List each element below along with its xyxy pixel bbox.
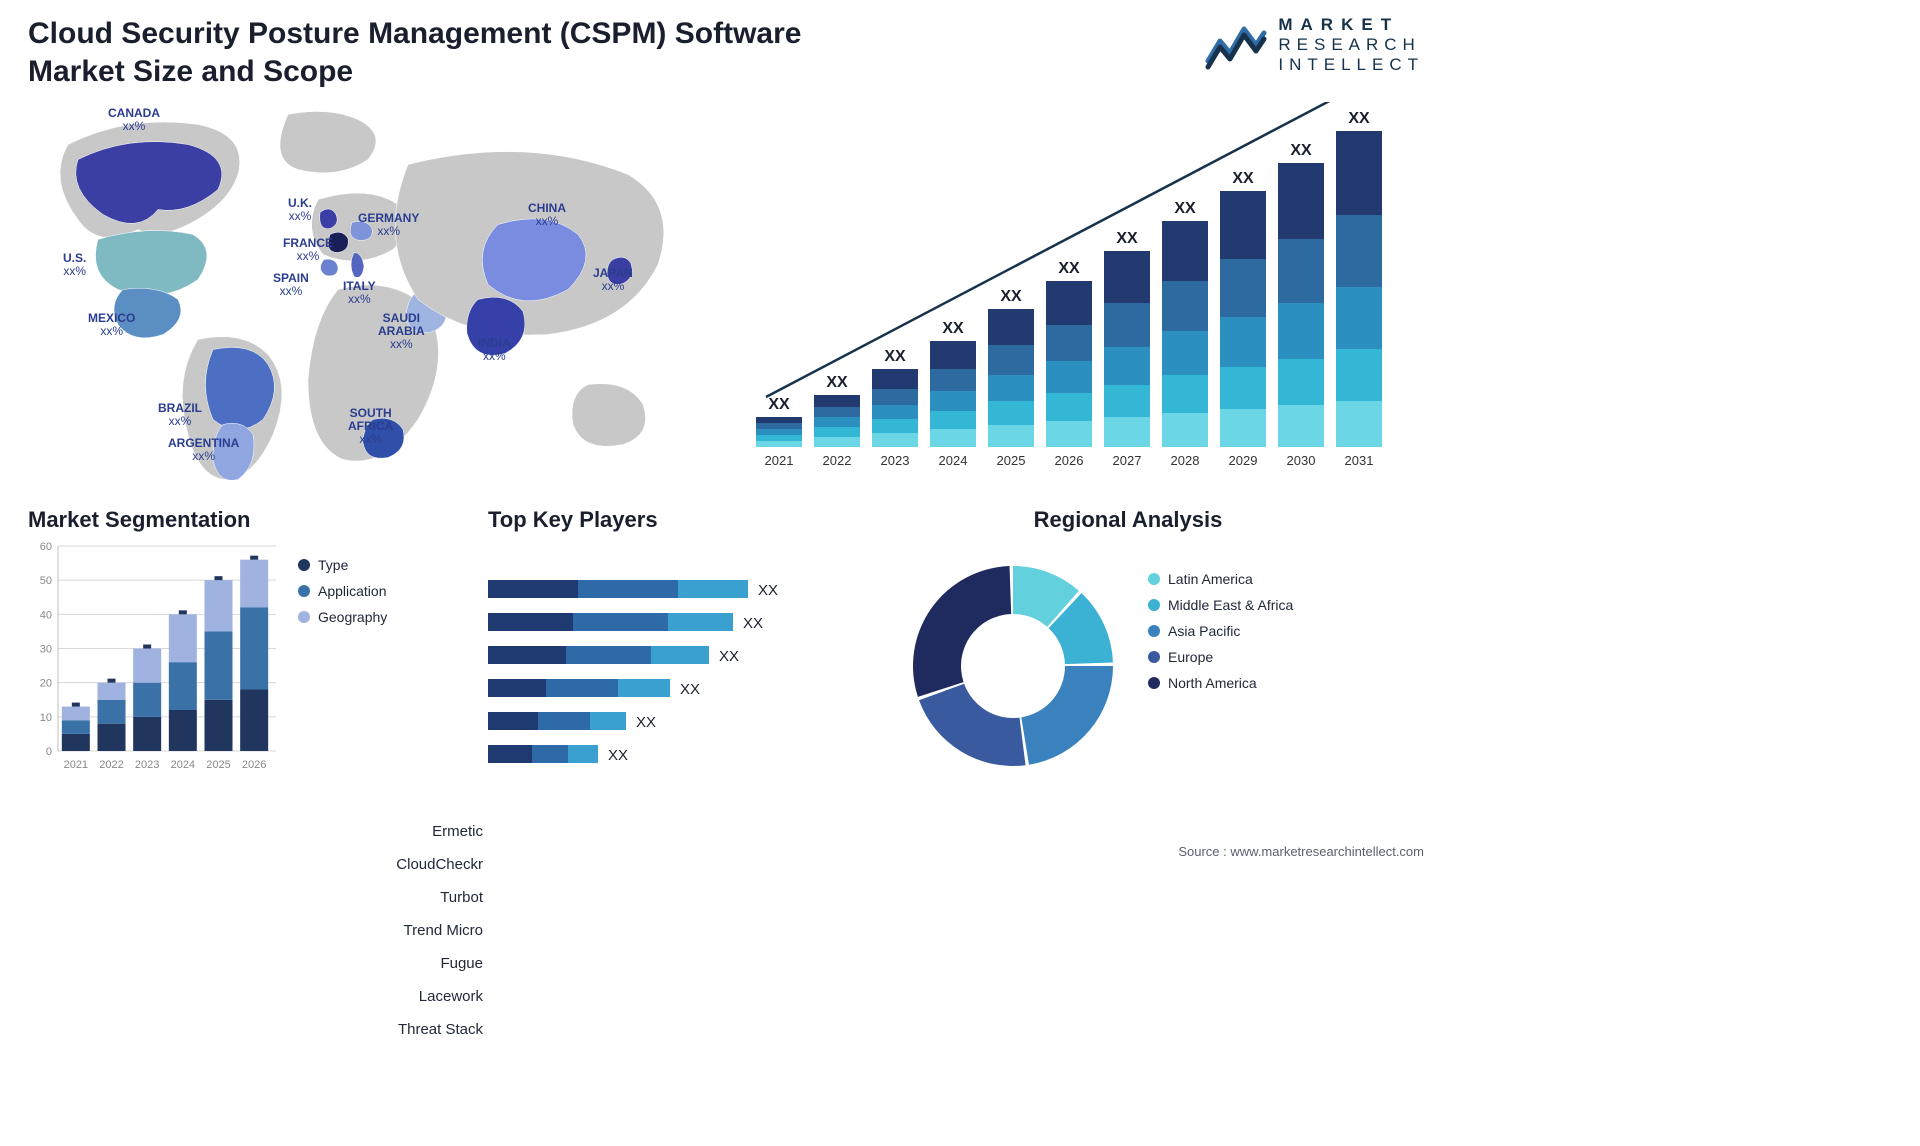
players-title: Top Key Players	[488, 507, 868, 533]
segmentation-legend: Type Application Geography	[298, 557, 387, 635]
market-size-chart: XX 2021 XX 2022 XX 2023 XX 2024 XX 2025 XX 2026 XX 20…	[738, 102, 1424, 487]
map-label: ARGENTINAxx%	[168, 437, 239, 463]
svg-text:XX: XX	[1290, 142, 1312, 159]
svg-text:2026: 2026	[1055, 453, 1084, 468]
svg-text:2024: 2024	[939, 453, 968, 468]
svg-text:2023: 2023	[881, 453, 910, 468]
map-label: GERMANYxx%	[358, 212, 419, 238]
svg-text:2022: 2022	[99, 759, 123, 771]
svg-text:XX: XX	[1232, 170, 1254, 187]
svg-text:2031: 2031	[1345, 453, 1374, 468]
svg-text:2021: 2021	[765, 453, 794, 468]
svg-text:2030: 2030	[1287, 453, 1316, 468]
svg-text:XX: XX	[1058, 260, 1080, 277]
players-panel: Top Key Players XXXXXXXXXXXX ErmeticClou…	[488, 507, 868, 787]
svg-text:XX: XX	[768, 396, 790, 413]
svg-text:2023: 2023	[135, 759, 159, 771]
svg-text:XX: XX	[1000, 288, 1022, 305]
world-map-panel: CANADAxx% U.S.xx% MEXICOxx% BRAZILxx% ARGENT…	[28, 102, 708, 487]
svg-text:XX: XX	[1174, 200, 1196, 217]
players-chart: XXXXXXXXXXXX	[488, 541, 868, 776]
svg-text:XX: XX	[884, 348, 906, 365]
legend-item: Type	[298, 557, 387, 573]
map-label: MEXICOxx%	[88, 312, 135, 338]
logo-line2: RESEARCH	[1278, 35, 1424, 55]
segmentation-title: Market Segmentation	[28, 507, 458, 533]
svg-text:10: 10	[40, 712, 52, 724]
logo-icon	[1204, 19, 1268, 71]
source-text: Source : www.marketresearchintellect.com	[1178, 844, 1424, 859]
map-label: CANADAxx%	[108, 107, 160, 133]
player-name: Fugue	[378, 955, 483, 972]
svg-text:50: 50	[40, 575, 52, 587]
legend-item: Application	[298, 583, 387, 599]
size-bar-chart: XX 2021 XX 2022 XX 2023 XX 2024 XX 2025 XX 2026 XX 20…	[738, 102, 1418, 482]
svg-text:XX: XX	[636, 714, 656, 731]
player-name: Turbot	[378, 889, 483, 906]
map-label: U.S.xx%	[63, 252, 86, 278]
player-name: Threat Stack	[378, 1021, 483, 1038]
svg-text:2022: 2022	[823, 453, 852, 468]
map-label: U.K.xx%	[288, 197, 312, 223]
svg-text:2021: 2021	[64, 759, 88, 771]
map-label: INDIAxx%	[478, 337, 511, 363]
svg-text:2027: 2027	[1113, 453, 1142, 468]
svg-text:2024: 2024	[171, 759, 195, 771]
svg-text:XX: XX	[719, 648, 739, 665]
svg-text:0: 0	[46, 746, 52, 758]
map-label: JAPANxx%	[593, 267, 633, 293]
svg-text:2025: 2025	[206, 759, 230, 771]
regional-donut	[908, 561, 1118, 771]
svg-text:XX: XX	[942, 320, 964, 337]
map-label: CHINAxx%	[528, 202, 566, 228]
logo-line3: INTELLECT	[1278, 55, 1424, 75]
page-title: Cloud Security Posture Management (CSPM)…	[28, 15, 808, 90]
legend-item: Europe	[1148, 649, 1293, 665]
player-name: CloudCheckr	[378, 856, 483, 873]
svg-text:XX: XX	[1348, 110, 1370, 127]
legend-item: Geography	[298, 609, 387, 625]
svg-text:60: 60	[40, 541, 52, 553]
segmentation-panel: Market Segmentation 0 10 20 30 40 50 60 2021 202…	[28, 507, 458, 787]
player-name: Trend Micro	[378, 922, 483, 939]
svg-text:XX: XX	[826, 374, 848, 391]
svg-text:XX: XX	[758, 582, 778, 599]
player-name: Lacework	[378, 988, 483, 1005]
logo-line1: MARKET	[1278, 15, 1424, 35]
svg-text:30: 30	[40, 644, 52, 656]
map-label: FRANCExx%	[283, 237, 333, 263]
svg-text:2029: 2029	[1229, 453, 1258, 468]
svg-text:XX: XX	[680, 681, 700, 698]
segmentation-chart: 0 10 20 30 40 50 60 2021 2022 2023 2024 2025 2026	[28, 541, 278, 776]
map-label: ITALYxx%	[343, 280, 376, 306]
svg-text:20: 20	[40, 678, 52, 690]
map-label: BRAZILxx%	[158, 402, 202, 428]
svg-text:XX: XX	[743, 615, 763, 632]
svg-text:2025: 2025	[997, 453, 1026, 468]
player-name: Ermetic	[378, 823, 483, 840]
regional-title: Regional Analysis	[898, 507, 1358, 533]
svg-text:40: 40	[40, 609, 52, 621]
map-label: SOUTHAFRICAxx%	[348, 407, 393, 447]
brand-logo: MARKET RESEARCH INTELLECT	[1204, 15, 1424, 75]
legend-item: Middle East & Africa	[1148, 597, 1293, 613]
legend-item: Latin America	[1148, 571, 1293, 587]
legend-item: Asia Pacific	[1148, 623, 1293, 639]
svg-text:2026: 2026	[242, 759, 266, 771]
regional-legend: Latin America Middle East & Africa Asia Pa…	[1148, 571, 1293, 771]
svg-text:XX: XX	[608, 747, 628, 764]
map-label: SPAINxx%	[273, 272, 309, 298]
legend-item: North America	[1148, 675, 1293, 691]
regional-panel: Regional Analysis Latin America Middle Ea…	[898, 507, 1358, 787]
map-label: SAUDIARABIAxx%	[378, 312, 425, 352]
svg-text:2028: 2028	[1171, 453, 1200, 468]
svg-text:XX: XX	[1116, 230, 1138, 247]
